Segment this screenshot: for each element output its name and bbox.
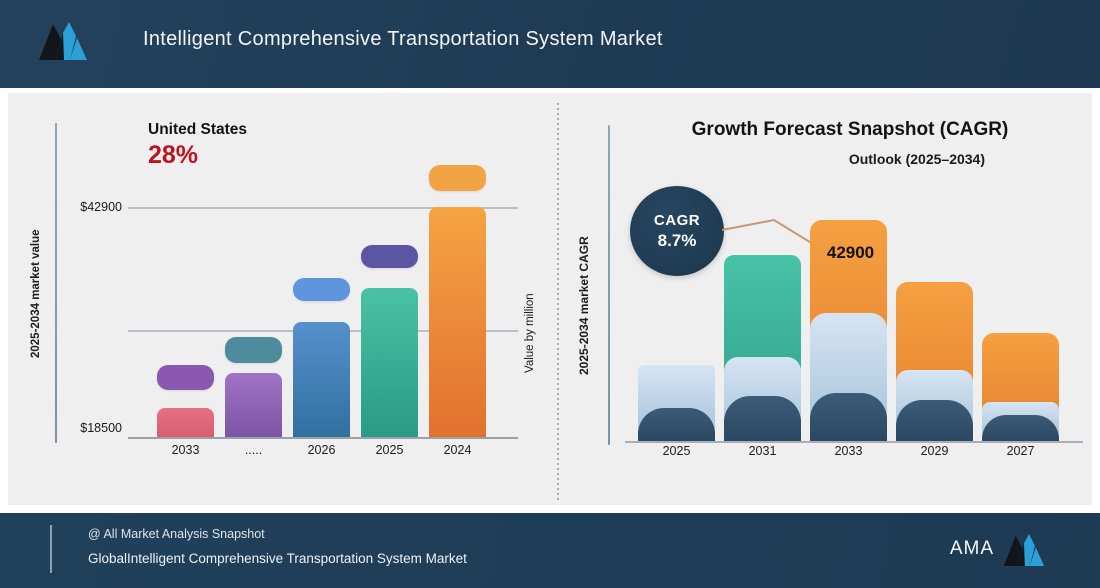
footer-report-title: GlobalIntelligent Comprehensive Transpor… — [88, 551, 467, 566]
footer-divider-line — [50, 525, 52, 573]
left-bar-..... — [225, 373, 282, 437]
left-x-label-2025: 2025 — [375, 443, 404, 457]
right-chart-title: Growth Forecast Snapshot (CAGR) — [691, 119, 1009, 140]
right-bar-2029-segment-navy — [896, 400, 973, 441]
footer-brand-text: AMA — [949, 538, 994, 559]
right-x-label-2029: 2029 — [920, 444, 949, 458]
footer: @ All Market Analysis Snapshot GlobalInt… — [0, 513, 1100, 588]
bar-value-annotation: 42900 — [826, 243, 875, 262]
panel-divider — [557, 103, 559, 503]
footer-snapshot-text: @ All Market Analysis Snapshot — [88, 527, 265, 541]
right-x-label-2025: 2025 — [662, 444, 691, 458]
right-x-axis-line — [625, 441, 1083, 443]
right-bar-2031-segment-navy — [724, 396, 801, 441]
left-tick-top: $42900 — [80, 200, 122, 214]
left-bar-cap-..... — [225, 337, 282, 363]
region-label: United States — [148, 121, 248, 138]
cagr-badge-value: 8.7% — [657, 230, 697, 250]
page-title: Intelligent Comprehensive Transportation… — [143, 28, 663, 50]
right-bar-2033-segment-navy — [810, 393, 887, 441]
left-x-label-.....: ..... — [244, 443, 263, 457]
left-bar-cap-2024 — [429, 165, 486, 191]
left-bar-cap-2025 — [361, 245, 418, 268]
left-bar-2026 — [293, 322, 350, 437]
right-bar-2025-segment-navy — [638, 408, 715, 441]
right-x-label-2033: 2033 — [834, 444, 863, 458]
left-bar-2024 — [429, 207, 486, 437]
left-bar-cap-2033 — [157, 365, 214, 390]
right-y-axis-label: 2025-2034 market CAGR — [577, 236, 591, 375]
region-growth-percent: 28% — [148, 141, 199, 169]
left-x-label-2026: 2026 — [307, 443, 336, 457]
left-bar-2033 — [157, 408, 214, 437]
right-chart-subtitle: Outlook (2025–2034) — [848, 151, 985, 167]
left-bar-cap-2026 — [293, 278, 350, 301]
left-tick-bottom: $18500 — [80, 421, 122, 435]
ama-mountain-logo-icon — [1003, 534, 1045, 566]
left-bar-2025 — [361, 288, 418, 437]
cagr-badge-label: CAGR — [653, 211, 701, 229]
right-x-label-2027: 2027 — [1006, 444, 1035, 458]
left-gridline-42900 — [128, 207, 518, 209]
left-x-axis-line — [128, 437, 518, 439]
main-canvas: 2025-2034 market value United States 28%… — [8, 93, 1092, 505]
header: Intelligent Comprehensive Transportation… — [0, 0, 1100, 88]
ama-mountain-logo-icon — [39, 22, 87, 60]
left-x-label-2024: 2024 — [443, 443, 472, 457]
left-y-axis-line — [55, 123, 57, 443]
left-x-label-2033: 2033 — [171, 443, 200, 457]
right-x-label-2031: 2031 — [748, 444, 777, 458]
badge-connector-line — [721, 218, 819, 248]
cagr-badge: CAGR 8.7% — [630, 186, 724, 276]
left-y-axis-label: 2025-2034 market value — [30, 229, 42, 358]
right-y-axis-line — [608, 125, 610, 445]
value-by-million-label: Value by million — [524, 293, 536, 373]
right-bar-2027-segment-navy — [982, 415, 1059, 441]
